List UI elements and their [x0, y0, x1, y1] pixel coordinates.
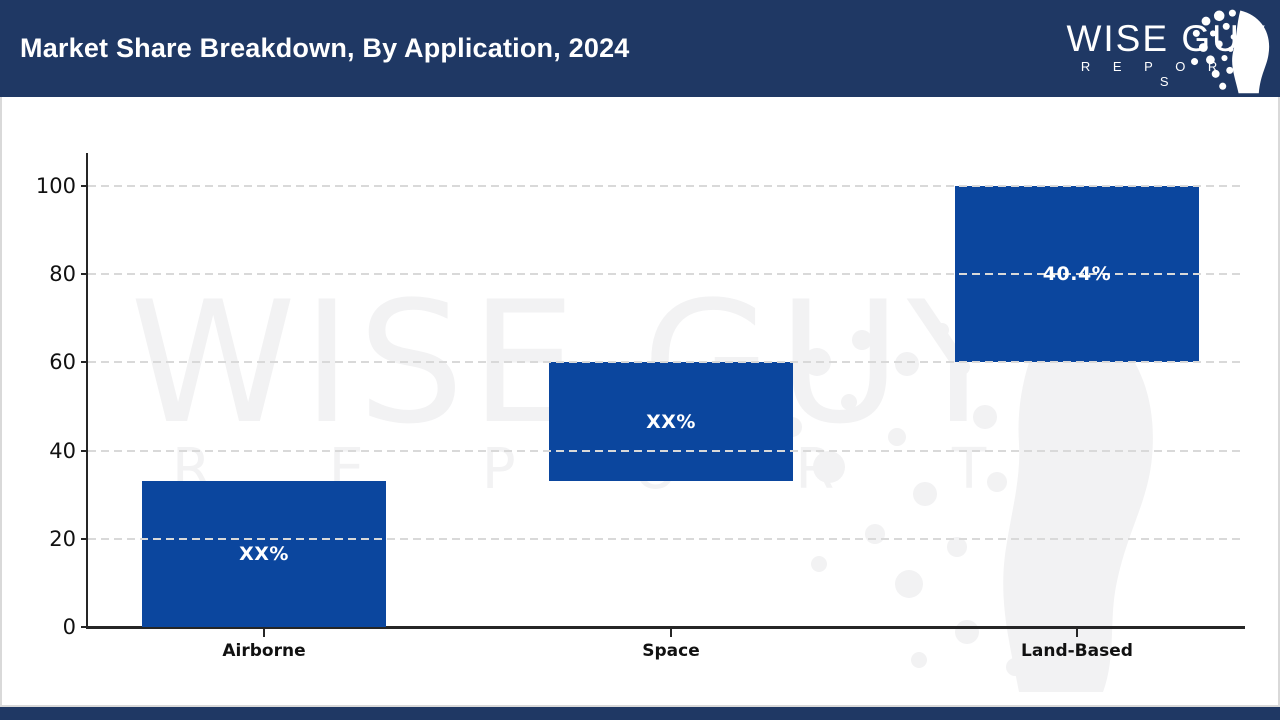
- chart-title: Market Share Breakdown, By Application, …: [20, 33, 630, 63]
- header-banner: Market Share Breakdown, By Application, …: [0, 0, 1280, 97]
- logo-wordmark-line2: R E P O R T S: [1080, 59, 1258, 89]
- wise-guy-logo: WISE GUY R E P O R T S: [1004, 6, 1272, 94]
- chart-area: WISE GUY R E P O R T S: [0, 97, 1280, 707]
- watermark-head-icon: [782, 307, 1153, 692]
- footer-bar: [0, 707, 1280, 720]
- logo-head-icon: [1191, 9, 1270, 94]
